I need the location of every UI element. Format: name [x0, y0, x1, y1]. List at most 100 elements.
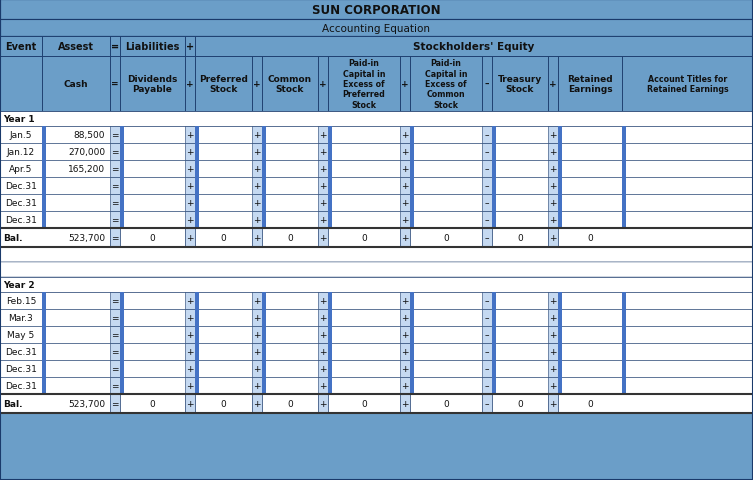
Text: Apr.5: Apr.5 [9, 165, 32, 174]
Bar [318, 326, 328, 343]
Text: Paid-in
Capital in
Excess of
Preferred
Stock: Paid-in Capital in Excess of Preferred S… [343, 59, 386, 109]
Bar [328, 178, 332, 194]
Text: 0: 0 [443, 399, 449, 408]
Text: +: + [319, 199, 327, 207]
Bar [400, 161, 410, 178]
Bar [262, 161, 266, 178]
Text: +: + [401, 296, 409, 305]
Bar [400, 178, 410, 194]
Bar [0, 228, 753, 248]
Bar [328, 161, 332, 178]
Bar [400, 394, 410, 413]
Text: Common
Stock: Common Stock [268, 75, 312, 94]
Bar [42, 194, 46, 212]
Text: =: = [111, 381, 119, 390]
Text: +: + [253, 181, 261, 191]
Text: –: – [485, 347, 489, 356]
Bar [110, 144, 120, 161]
Text: +: + [401, 80, 409, 89]
Bar [185, 228, 195, 248]
Bar [0, 37, 753, 57]
Text: =: = [111, 399, 119, 408]
Text: +: + [549, 216, 556, 225]
Bar [120, 360, 124, 377]
Bar [0, 277, 753, 292]
Bar [622, 178, 626, 194]
Bar [482, 309, 492, 326]
Text: Dec.31: Dec.31 [5, 216, 37, 225]
Text: 0: 0 [443, 233, 449, 242]
Bar [120, 377, 124, 394]
Text: –: – [485, 399, 489, 408]
Bar [400, 144, 410, 161]
Bar [548, 127, 558, 144]
Bar [262, 377, 266, 394]
Bar [262, 178, 266, 194]
Bar [492, 212, 496, 228]
Bar [318, 194, 328, 212]
Text: =: = [111, 199, 119, 207]
Bar [328, 343, 332, 360]
Text: +: + [186, 181, 194, 191]
Bar [548, 161, 558, 178]
Bar [400, 360, 410, 377]
Text: +: + [401, 381, 409, 390]
Bar [120, 309, 124, 326]
Text: +: + [319, 381, 327, 390]
Bar [548, 309, 558, 326]
Text: Mar.3: Mar.3 [8, 313, 33, 323]
Bar [42, 309, 46, 326]
Bar [0, 248, 753, 263]
Bar [0, 144, 753, 161]
Bar [110, 161, 120, 178]
Text: 165,200: 165,200 [68, 165, 105, 174]
Text: +: + [319, 347, 327, 356]
Bar [328, 212, 332, 228]
Bar [318, 377, 328, 394]
Bar [195, 377, 199, 394]
Bar [410, 309, 414, 326]
Text: =: = [111, 131, 119, 140]
Bar [492, 326, 496, 343]
Bar [482, 228, 492, 248]
Text: +: + [549, 199, 556, 207]
Bar [185, 57, 195, 112]
Bar [185, 377, 195, 394]
Bar [42, 161, 46, 178]
Bar [252, 57, 262, 112]
Bar [252, 360, 262, 377]
Text: =: = [111, 330, 119, 339]
Text: +: + [549, 233, 556, 242]
Bar [262, 326, 266, 343]
Bar [492, 360, 496, 377]
Text: Dec.31: Dec.31 [5, 381, 37, 390]
Bar [622, 343, 626, 360]
Bar [185, 127, 195, 144]
Text: –: – [485, 80, 489, 89]
Bar [492, 127, 496, 144]
Bar [410, 377, 414, 394]
Bar [410, 212, 414, 228]
Text: +: + [549, 364, 556, 373]
Text: +: + [401, 347, 409, 356]
Bar [318, 212, 328, 228]
Bar [110, 212, 120, 228]
Text: 0: 0 [517, 233, 523, 242]
Text: +: + [401, 364, 409, 373]
Text: –: – [485, 165, 489, 174]
Bar [0, 178, 753, 194]
Bar [492, 194, 496, 212]
Bar [185, 37, 195, 57]
Text: +: + [253, 80, 261, 89]
Bar [400, 326, 410, 343]
Text: =: = [111, 364, 119, 373]
Text: Year 2: Year 2 [3, 280, 35, 289]
Text: Preferred
Stock: Preferred Stock [199, 75, 248, 94]
Bar [0, 37, 42, 57]
Text: SUN CORPORATION: SUN CORPORATION [312, 3, 441, 16]
Text: +: + [319, 313, 327, 323]
Bar [120, 144, 124, 161]
Text: Jan.12: Jan.12 [7, 148, 35, 156]
Bar [558, 57, 622, 112]
Bar [195, 343, 199, 360]
